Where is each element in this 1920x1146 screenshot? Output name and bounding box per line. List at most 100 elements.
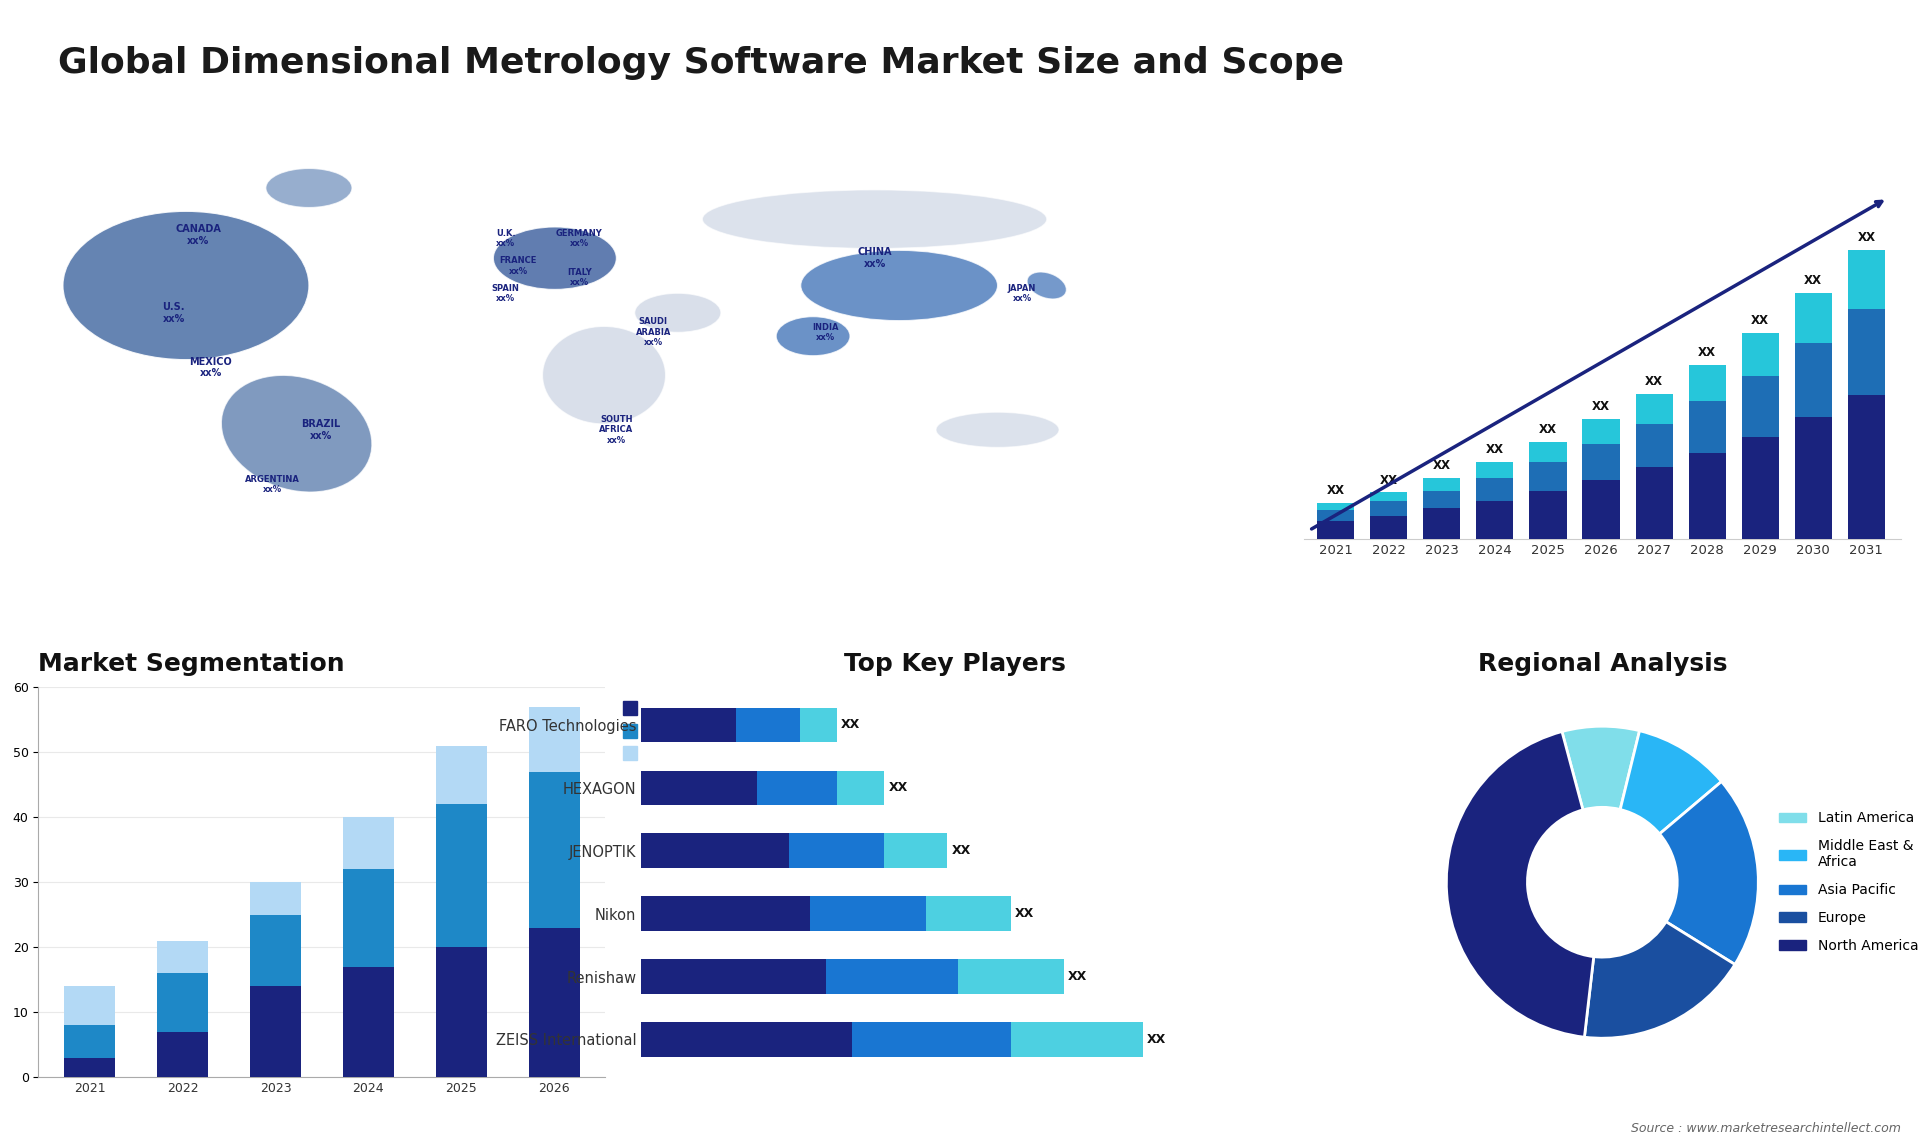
- Bar: [1636, 394, 1672, 424]
- Text: FRANCE
xx%: FRANCE xx%: [499, 257, 538, 276]
- Ellipse shape: [493, 227, 616, 290]
- Bar: [925, 896, 1010, 931]
- Bar: [528, 771, 580, 928]
- Bar: [250, 987, 301, 1077]
- Bar: [157, 1031, 207, 1077]
- Text: SAUDI
ARABIA
xx%: SAUDI ARABIA xx%: [636, 317, 670, 347]
- Ellipse shape: [63, 211, 309, 360]
- Bar: [826, 959, 958, 994]
- Text: XX: XX: [1697, 346, 1716, 359]
- Text: SPAIN
xx%: SPAIN xx%: [492, 283, 520, 303]
- Bar: [1847, 309, 1885, 395]
- Text: CHINA
xx%: CHINA xx%: [858, 248, 891, 269]
- Bar: [789, 833, 883, 868]
- Wedge shape: [1584, 921, 1736, 1038]
- Text: XX: XX: [1645, 375, 1663, 387]
- Text: XX: XX: [1857, 231, 1876, 244]
- Text: BRAZIL
xx%: BRAZIL xx%: [301, 419, 342, 440]
- Text: XX: XX: [1016, 908, 1035, 920]
- Bar: [1317, 503, 1354, 510]
- Bar: [1636, 424, 1672, 468]
- Text: XX: XX: [952, 845, 972, 857]
- Bar: [1530, 490, 1567, 539]
- Bar: [1317, 521, 1354, 539]
- Bar: [1795, 293, 1832, 344]
- Bar: [756, 770, 837, 806]
- Bar: [63, 1026, 115, 1058]
- Text: Market Segmentation: Market Segmentation: [38, 652, 346, 675]
- Bar: [641, 708, 735, 743]
- Bar: [1371, 501, 1407, 516]
- Bar: [250, 915, 301, 987]
- Bar: [1741, 437, 1778, 539]
- Legend: Latin America, Middle East &
Africa, Asia Pacific, Europe, North America: Latin America, Middle East & Africa, Asi…: [1772, 806, 1920, 959]
- Text: MEXICO
xx%: MEXICO xx%: [190, 356, 232, 378]
- Bar: [1795, 417, 1832, 539]
- Bar: [641, 833, 789, 868]
- Bar: [1688, 453, 1726, 539]
- Text: XX: XX: [1592, 400, 1611, 413]
- Ellipse shape: [221, 376, 372, 492]
- Bar: [1847, 250, 1885, 309]
- Bar: [883, 833, 947, 868]
- Text: XX: XX: [1146, 1033, 1165, 1046]
- Bar: [1741, 376, 1778, 437]
- Ellipse shape: [937, 413, 1060, 447]
- Legend: Application, Product, Geography: Application, Product, Geography: [616, 694, 741, 768]
- Text: Source : www.marketresearchintellect.com: Source : www.marketresearchintellect.com: [1630, 1122, 1901, 1135]
- Ellipse shape: [636, 293, 720, 332]
- Bar: [1317, 510, 1354, 521]
- Bar: [250, 882, 301, 915]
- Bar: [852, 1022, 1010, 1057]
- Bar: [1582, 418, 1620, 444]
- Bar: [528, 928, 580, 1077]
- Text: SOUTH
AFRICA
xx%: SOUTH AFRICA xx%: [599, 415, 634, 445]
- Text: INDIA
xx%: INDIA xx%: [812, 322, 839, 342]
- Bar: [1371, 516, 1407, 539]
- Bar: [799, 708, 837, 743]
- Text: XX: XX: [1380, 473, 1398, 487]
- Text: XX: XX: [1068, 970, 1087, 983]
- Wedge shape: [1563, 727, 1640, 810]
- Bar: [1423, 478, 1461, 490]
- Bar: [1476, 478, 1513, 501]
- Bar: [1476, 501, 1513, 539]
- Bar: [1530, 462, 1567, 490]
- Bar: [436, 746, 488, 804]
- Bar: [1423, 490, 1461, 509]
- Text: ARGENTINA
xx%: ARGENTINA xx%: [244, 474, 300, 494]
- Text: CANADA
xx%: CANADA xx%: [175, 223, 221, 245]
- Bar: [157, 973, 207, 1031]
- Ellipse shape: [1027, 272, 1066, 299]
- Ellipse shape: [776, 316, 851, 355]
- Bar: [1371, 493, 1407, 501]
- Text: XX: XX: [1486, 444, 1503, 456]
- Bar: [157, 941, 207, 973]
- Text: Global Dimensional Metrology Software Market Size and Scope: Global Dimensional Metrology Software Ma…: [58, 46, 1344, 80]
- Bar: [1636, 468, 1672, 539]
- Bar: [958, 959, 1064, 994]
- Bar: [641, 896, 810, 931]
- Bar: [344, 817, 394, 869]
- Bar: [1582, 444, 1620, 480]
- Wedge shape: [1620, 731, 1722, 834]
- Text: XX: XX: [1327, 485, 1344, 497]
- Bar: [344, 967, 394, 1077]
- Text: XX: XX: [841, 719, 860, 731]
- Text: GERMANY
xx%: GERMANY xx%: [557, 229, 603, 249]
- Ellipse shape: [265, 168, 351, 207]
- Bar: [436, 948, 488, 1077]
- Bar: [1741, 332, 1778, 376]
- Bar: [1688, 364, 1726, 401]
- Text: XX: XX: [1432, 460, 1452, 472]
- Bar: [641, 1022, 852, 1057]
- Ellipse shape: [543, 327, 666, 424]
- Bar: [1476, 462, 1513, 478]
- Bar: [1530, 442, 1567, 462]
- Text: ITALY
xx%: ITALY xx%: [566, 268, 591, 288]
- Text: XX: XX: [889, 782, 908, 794]
- Bar: [641, 770, 756, 806]
- Bar: [528, 707, 580, 771]
- Ellipse shape: [703, 190, 1046, 249]
- Bar: [63, 1058, 115, 1077]
